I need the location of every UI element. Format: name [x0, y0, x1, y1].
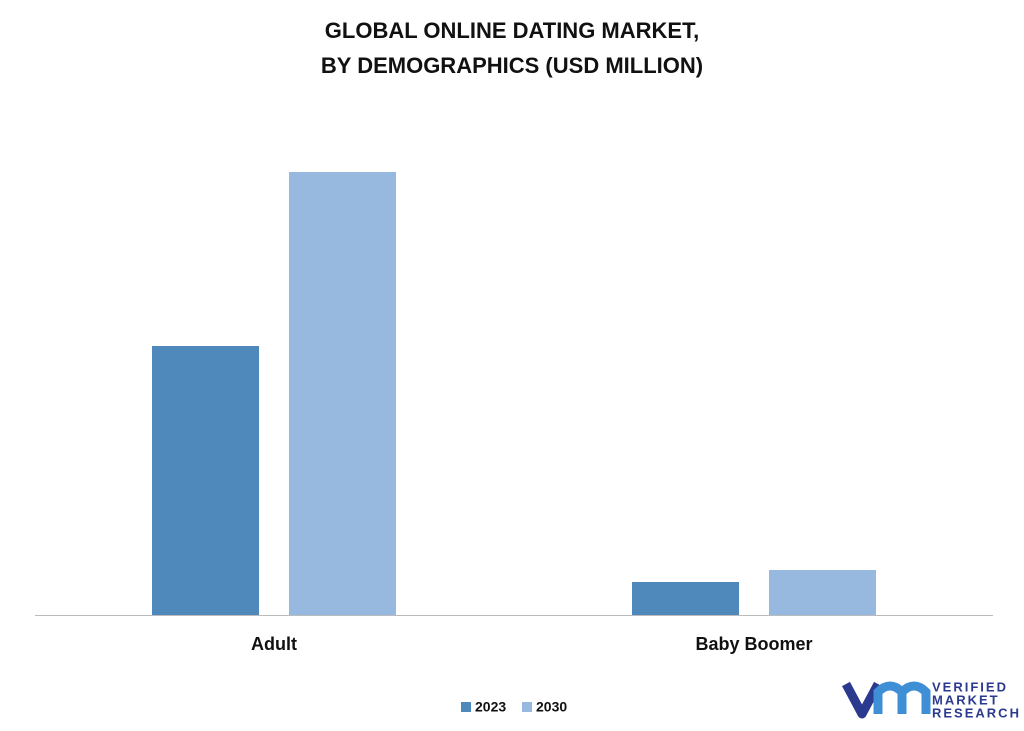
logo-text: RESEARCH [932, 705, 1021, 720]
logo-mark [873, 681, 931, 714]
legend-label: 2023 [475, 699, 506, 715]
bar [152, 346, 259, 615]
chart-title: BY DEMOGRAPHICS (USD MILLION) [321, 53, 703, 78]
logo-text: VERIFIED [932, 679, 1008, 694]
x-tick-label: Baby Boomer [695, 634, 812, 654]
bar [289, 172, 396, 615]
logo: VERIFIED MARKET RESEARCH [842, 679, 1021, 720]
legend-swatch [461, 702, 471, 712]
x-tick-label: Adult [251, 634, 297, 654]
legend-label: 2030 [536, 699, 567, 715]
bar [769, 570, 876, 615]
bar [632, 582, 739, 615]
logo-text: MARKET [932, 692, 1000, 707]
chart-title: GLOBAL ONLINE DATING MARKET, [325, 18, 699, 43]
logo-mark [842, 681, 882, 719]
legend-swatch [522, 702, 532, 712]
